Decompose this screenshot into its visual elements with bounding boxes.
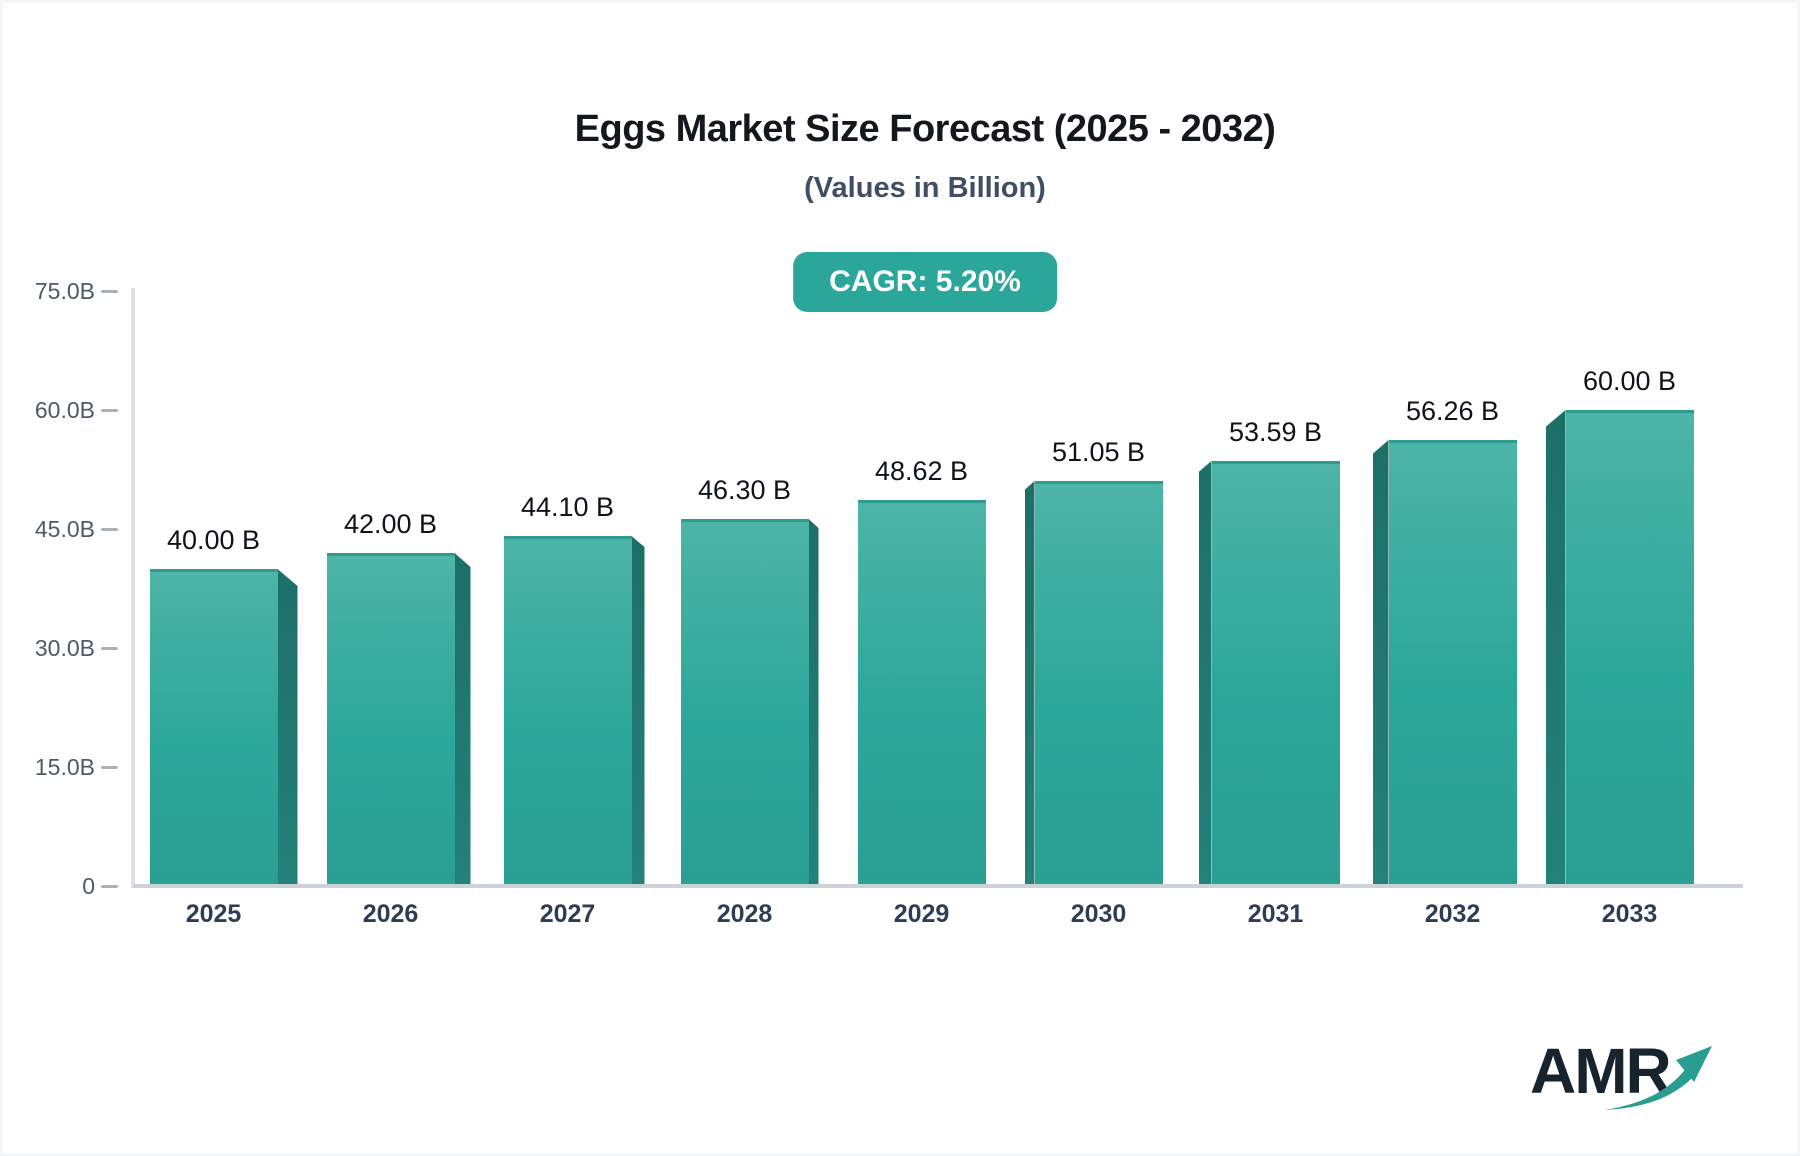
y-tick-mark: [101, 885, 118, 888]
x-tick-label-2032: 2032: [1424, 900, 1481, 928]
y-tick-mark: [101, 766, 118, 769]
x-tick-label-2026: 2026: [362, 900, 419, 928]
bar-2029[interactable]: [857, 500, 986, 886]
bar-value-label-2033: 60.00 B: [1582, 366, 1677, 396]
bar-2025[interactable]: [149, 569, 278, 886]
y-tick-label-45.0B: 45.0B: [34, 516, 95, 542]
y-tick-mark: [101, 290, 118, 293]
bar-2028[interactable]: [680, 519, 809, 886]
x-tick-label-2033: 2033: [1601, 900, 1658, 928]
x-tick-label-2025: 2025: [185, 900, 242, 928]
y-axis-line: [131, 288, 135, 888]
y-tick-label-30.0B: 30.0B: [34, 635, 95, 661]
x-tick-label-2030: 2030: [1070, 900, 1127, 928]
bar-value-label-2028: 46.30 B: [697, 475, 792, 505]
y-tick-label-15.0B: 15.0B: [34, 754, 95, 780]
y-tick-mark: [101, 647, 118, 650]
y-tick-mark: [101, 528, 118, 531]
bar-value-label-2026: 42.00 B: [343, 509, 438, 539]
x-tick-label-2028: 2028: [716, 900, 773, 928]
bar-2031[interactable]: [1211, 461, 1340, 886]
growth-arrow-icon: [1604, 1046, 1712, 1110]
bar-value-label-2031: 53.59 B: [1228, 417, 1323, 447]
bar-value-label-2025: 40.00 B: [166, 525, 261, 555]
y-tick-mark: [101, 409, 118, 412]
bar-2027[interactable]: [503, 536, 632, 886]
bar-value-label-2032: 56.26 B: [1405, 396, 1500, 426]
bar-side-2028: [808, 519, 819, 886]
bar-2033[interactable]: [1565, 410, 1694, 886]
chart-title: Eggs Market Size Forecast (2025 - 2032): [574, 108, 1276, 150]
y-tick-label-60.0B: 60.0B: [34, 397, 95, 423]
x-tick-label-2029: 2029: [893, 900, 950, 928]
bar-side-2025: [277, 569, 298, 886]
bar-value-label-2030: 51.05 B: [1051, 437, 1146, 467]
bar-side-2033: [1545, 410, 1566, 886]
bar-side-2030: [1024, 481, 1035, 886]
bar-value-label-2027: 44.10 B: [520, 492, 615, 522]
y-tick-label-0: 0: [82, 873, 95, 899]
amr-logo-text: AMR: [1530, 1035, 1672, 1107]
bar-2032[interactable]: [1388, 440, 1517, 886]
bar-value-label-2029: 48.62 B: [874, 456, 969, 486]
bar-side-2031: [1198, 461, 1212, 886]
amr-logo: AMR: [1524, 1028, 1744, 1124]
chart-subtitle: (Values in Billion): [804, 172, 1046, 204]
x-tick-label-2031: 2031: [1247, 900, 1304, 928]
bar-side-2032: [1372, 440, 1389, 886]
x-tick-label-2027: 2027: [539, 900, 596, 928]
bar-side-2026: [454, 553, 471, 886]
cagr-badge: CAGR: 5.20%: [793, 252, 1057, 312]
bar-2030[interactable]: [1034, 481, 1163, 886]
bar-2026[interactable]: [326, 553, 455, 886]
y-tick-label-75.0B: 75.0B: [34, 278, 95, 304]
bar-side-2027: [631, 536, 645, 886]
x-axis-baseline: [133, 884, 1743, 888]
